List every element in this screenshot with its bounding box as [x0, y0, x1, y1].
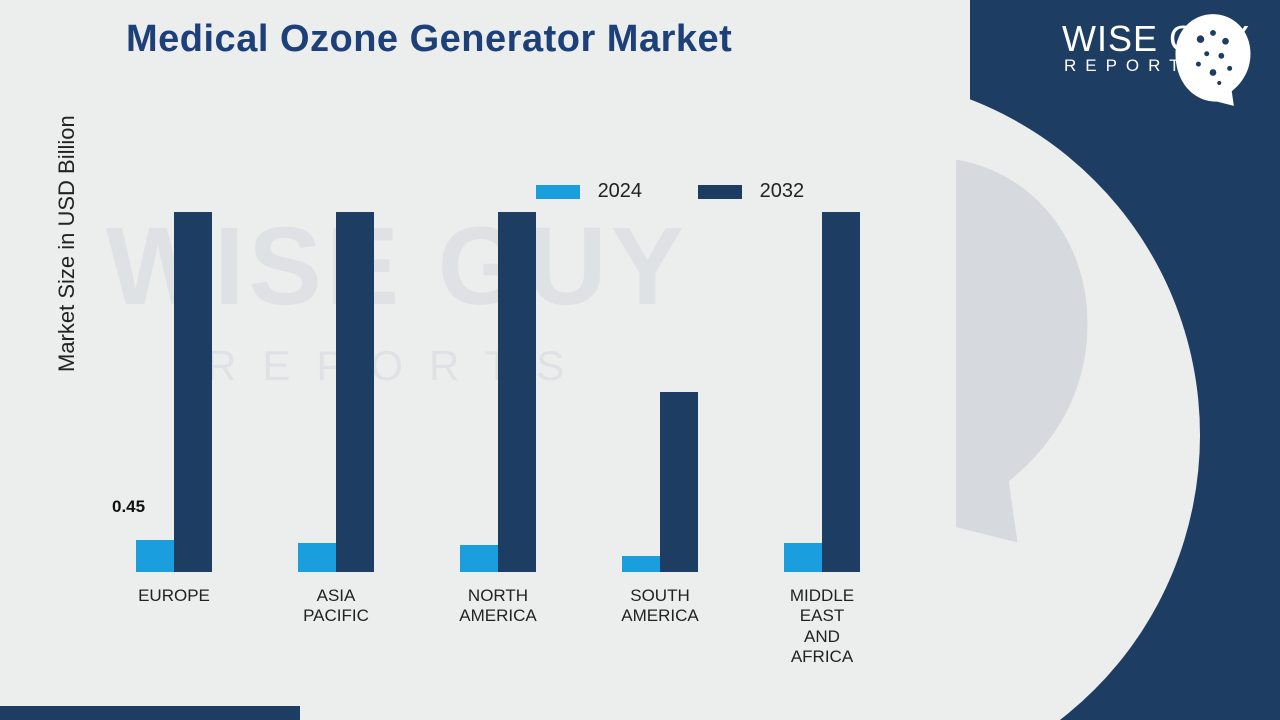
- y-axis-label: Market Size in USD Billion: [54, 115, 80, 372]
- x-axis-label: MIDDLEEASTANDAFRICA: [747, 586, 897, 668]
- legend: 2024 2032: [536, 180, 804, 203]
- bar-series-a: [298, 543, 336, 572]
- legend-item-a: 2024: [536, 180, 642, 203]
- plot-area: [136, 212, 936, 572]
- page: WISE GUY REPORTS Medical Ozone Generator…: [0, 0, 1280, 720]
- accent-bar: [0, 706, 300, 720]
- bar-series-b: [498, 212, 536, 572]
- brand-head-icon: [1168, 10, 1258, 110]
- bar-series-a: [784, 543, 822, 572]
- bar-group: [622, 392, 698, 572]
- legend-label-a: 2024: [598, 180, 643, 202]
- x-axis-label: ASIAPACIFIC: [261, 586, 411, 627]
- chart-title: Medical Ozone Generator Market: [126, 18, 732, 61]
- bar-group: [298, 212, 374, 572]
- bar-series-b: [174, 212, 212, 572]
- bar-group: [460, 212, 536, 572]
- chart-card: WISE GUY REPORTS Medical Ozone Generator…: [16, 12, 956, 702]
- x-axis-label: NORTHAMERICA: [423, 586, 573, 627]
- legend-item-b: 2032: [698, 180, 804, 203]
- legend-swatch-b: [698, 185, 742, 199]
- x-axis-label: SOUTHAMERICA: [585, 586, 735, 627]
- bar-series-b: [660, 392, 698, 572]
- legend-label-b: 2032: [760, 180, 805, 202]
- x-axis-label: EUROPE: [99, 586, 249, 606]
- bar-group: [784, 212, 860, 572]
- bar-series-a: [622, 556, 660, 572]
- bar-series-b: [822, 212, 860, 572]
- bar-series-b: [336, 212, 374, 572]
- bar-series-a: [136, 540, 174, 572]
- legend-swatch-a: [536, 185, 580, 199]
- bar-group: [136, 212, 212, 572]
- bar-series-a: [460, 545, 498, 572]
